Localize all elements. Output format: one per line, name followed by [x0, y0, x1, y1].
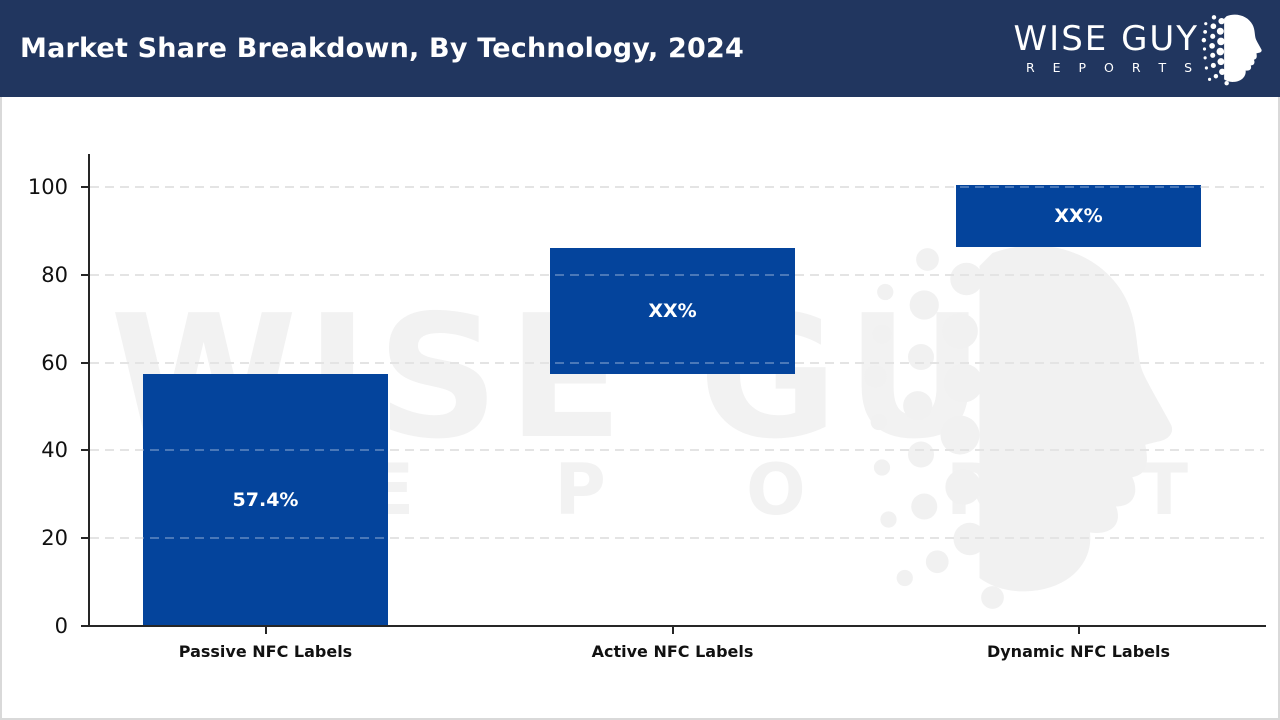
x-axis-line — [88, 625, 1266, 627]
gridline-overlay-20 — [90, 537, 1264, 540]
gridline-20 — [90, 537, 1264, 540]
header-bar: Market Share Breakdown, By Technology, 2… — [0, 0, 1280, 97]
logo-text: WISE GUY R E P O R T S — [1014, 22, 1200, 75]
bar-value-label-active-nfc-labels: XX% — [648, 300, 697, 323]
y-tick-40 — [81, 449, 88, 452]
y-tick-80 — [81, 273, 88, 276]
bar-passive-nfc-labels: 57.4% — [143, 374, 388, 626]
x-tick-dynamic-nfc-labels — [1077, 627, 1080, 634]
logo-name: WISE GUY — [1013, 19, 1200, 60]
y-tick-label-100: 100 — [27, 175, 68, 200]
x-category-label-dynamic-nfc-labels: Dynamic NFC Labels — [986, 642, 1171, 661]
gridline-overlay-60 — [90, 361, 1264, 364]
x-tick-active-nfc-labels — [671, 627, 674, 634]
watermark-face-icon — [864, 245, 1173, 609]
y-tick-0 — [81, 625, 88, 627]
y-tick-100 — [81, 186, 88, 189]
gridline-100 — [90, 186, 1264, 189]
bar-dynamic-nfc-labels: XX% — [956, 185, 1201, 247]
y-tick-label-60: 60 — [41, 350, 68, 375]
bar-active-nfc-labels: XX% — [550, 248, 795, 375]
bar-value-label-passive-nfc-labels: 57.4% — [232, 489, 299, 512]
y-tick-label-20: 20 — [41, 526, 68, 551]
y-tick-label-80: 80 — [41, 262, 68, 287]
wise-guy-logo: WISE GUY R E P O R T S — [1014, 11, 1266, 87]
gridline-overlay-40 — [90, 449, 1264, 452]
bar-value-label-dynamic-nfc-labels: XX% — [1054, 204, 1103, 227]
plot-area: WISE GUY R E P O R T S 02040608010057.4%… — [0, 97, 1280, 720]
y-tick-60 — [81, 361, 88, 364]
y-axis-line — [88, 154, 90, 627]
y-tick-20 — [81, 537, 88, 540]
gridline-overlay-80 — [90, 273, 1264, 276]
gridline-overlay-100 — [90, 186, 1264, 189]
face-profile-icon — [1201, 14, 1262, 85]
x-category-label-passive-nfc-labels: Passive NFC Labels — [178, 642, 353, 661]
logo-subtitle: R E P O R T S — [1026, 60, 1200, 76]
gridline-40 — [90, 449, 1264, 452]
x-category-label-active-nfc-labels: Active NFC Labels — [591, 642, 754, 661]
x-tick-passive-nfc-labels — [264, 627, 267, 634]
y-tick-label-0: 0 — [54, 614, 68, 638]
chart-title: Market Share Breakdown, By Technology, 2… — [20, 33, 745, 64]
y-tick-label-40: 40 — [41, 438, 68, 463]
